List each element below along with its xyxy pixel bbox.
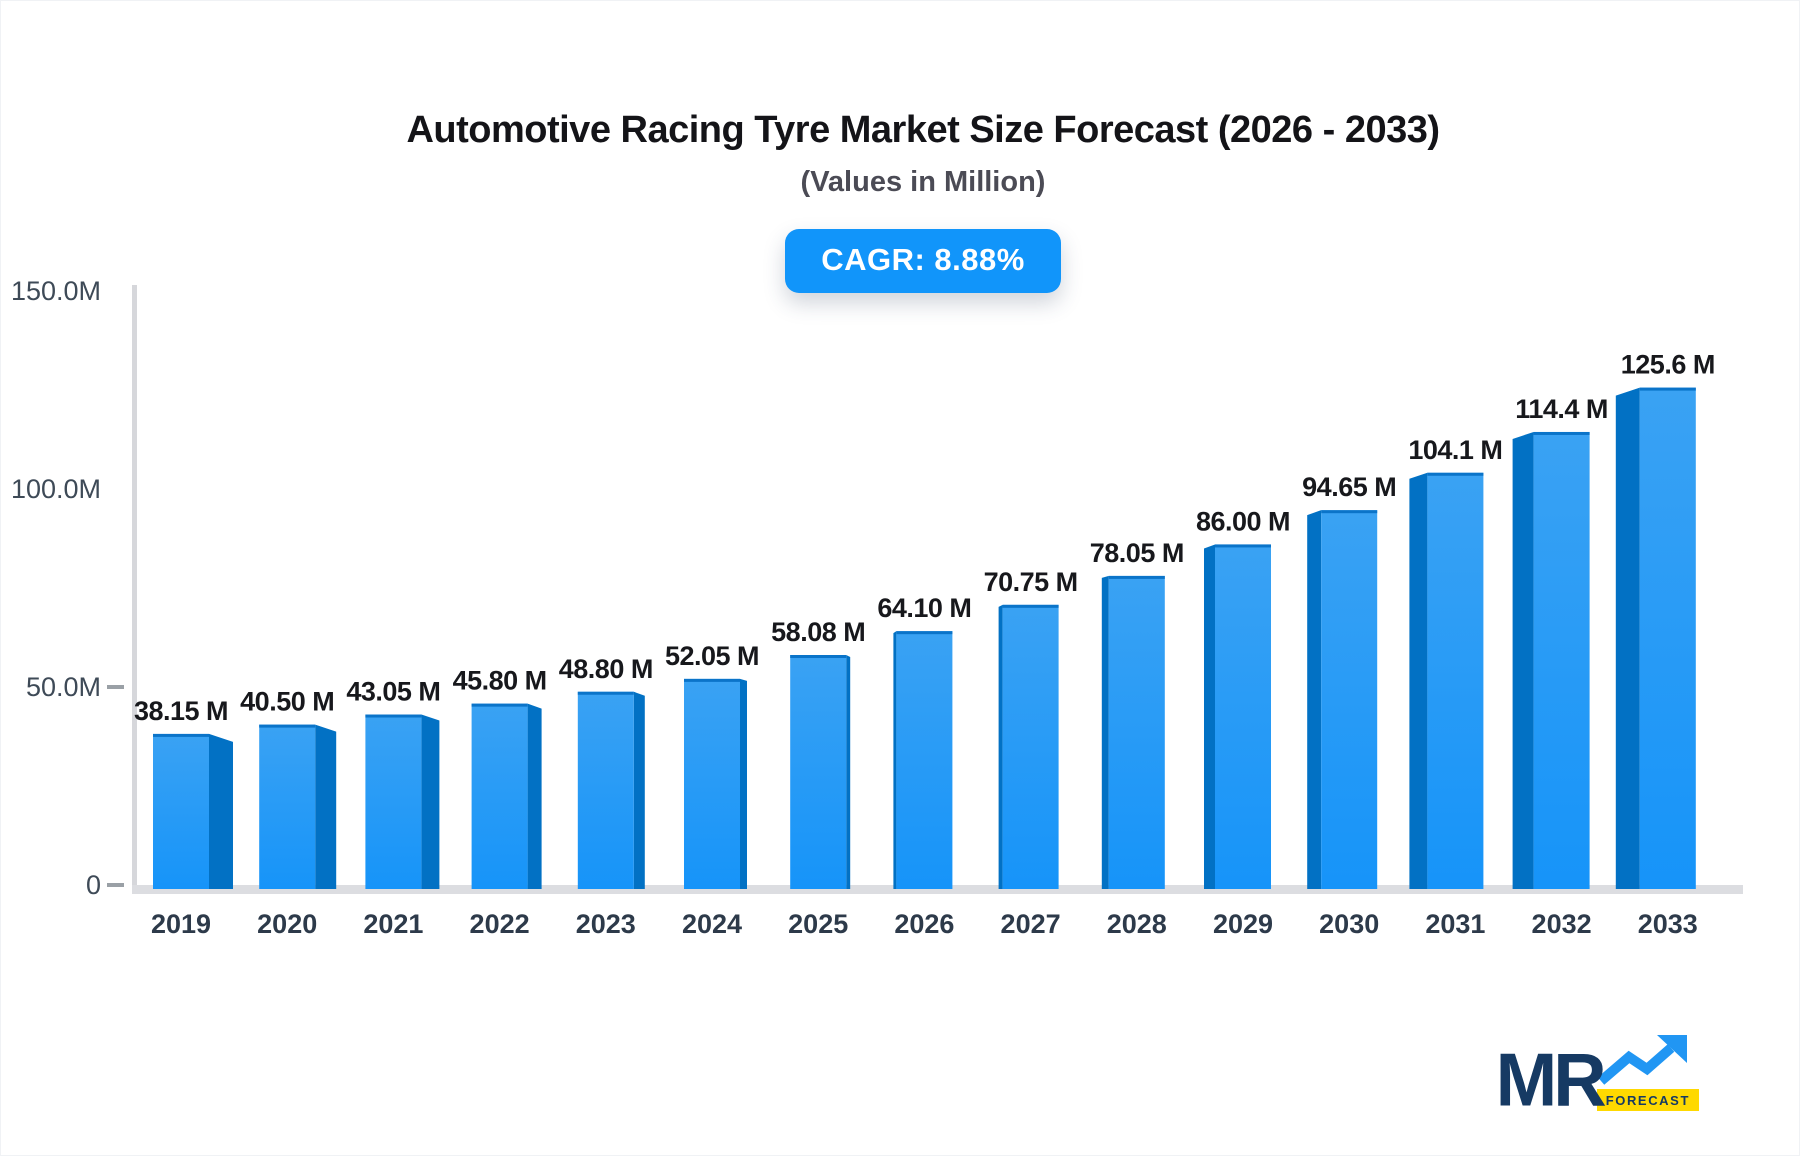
x-axis-floor — [132, 885, 1743, 894]
x-category-label: 2032 — [1532, 909, 1592, 939]
bar-value-label: 45.80 M — [453, 666, 547, 696]
trend-up-arrow-icon — [1597, 1035, 1687, 1085]
bar[interactable] — [365, 714, 422, 889]
x-category-label: 2021 — [363, 909, 423, 939]
bar[interactable] — [1427, 472, 1484, 889]
bar-value-label: 104.1 M — [1408, 435, 1502, 465]
x-category-label: 2033 — [1638, 909, 1698, 939]
y-tick-mark — [107, 685, 124, 689]
bar[interactable] — [684, 678, 740, 889]
bar-side-face — [998, 604, 1003, 889]
logo-forecast-text: FORECAST — [1596, 1089, 1699, 1111]
bar-top-edge — [1639, 387, 1696, 391]
bar-side-face — [1204, 544, 1215, 889]
bar-side-face — [893, 631, 897, 889]
bar[interactable] — [1639, 387, 1696, 889]
cagr-badge: CAGR: 8.88% — [785, 229, 1061, 293]
bar-top-edge — [790, 655, 847, 659]
x-category-label: 2022 — [470, 909, 530, 939]
bar-side-face — [846, 655, 851, 889]
x-category-label: 2019 — [151, 909, 211, 939]
bar[interactable] — [1002, 604, 1059, 889]
y-tick-label: 0 — [86, 870, 101, 900]
bar-top-edge — [896, 631, 953, 635]
x-category-label: 2024 — [682, 909, 742, 939]
bar-chart-canvas: 150.0M 100.0M 50.0M 0 38.15 M 2019 40.50 M 2020… — [11, 276, 1743, 939]
bar-value-label: 94.65 M — [1302, 472, 1396, 502]
x-category-label: 2026 — [894, 909, 954, 939]
bar-side-face — [740, 678, 747, 889]
bar[interactable] — [471, 703, 528, 889]
bar-side-face — [1512, 431, 1534, 889]
y-tick-label: 150.0M — [11, 276, 101, 306]
chart-title: Automotive Racing Tyre Market Size Forec… — [406, 109, 1440, 151]
bar-side-face — [1409, 472, 1428, 889]
x-category-label: 2030 — [1319, 909, 1379, 939]
y-tick-label: 50.0M — [26, 672, 101, 702]
bar-value-label: 114.4 M — [1515, 394, 1608, 424]
bar[interactable] — [1321, 510, 1378, 889]
bar-side-face — [1307, 510, 1322, 889]
bar-value-label: 48.80 M — [559, 654, 653, 684]
bar-value-label: 40.50 M — [240, 687, 334, 717]
y-tick-label: 100.0M — [11, 474, 101, 504]
bar-side-face — [633, 691, 645, 889]
bar-top-edge — [471, 703, 528, 707]
bar-top-edge — [577, 691, 634, 695]
bar[interactable] — [1533, 431, 1590, 889]
bar-value-label: 58.08 M — [771, 617, 865, 647]
chart-header: Automotive Racing Tyre Market Size Forec… — [47, 1, 1799, 293]
bar-side-face — [209, 733, 233, 889]
bar-top-edge — [684, 678, 740, 682]
chart-subtitle: (Values in Million) — [800, 166, 1046, 198]
bar-top-edge — [259, 724, 316, 728]
bar-value-label: 125.6 M — [1621, 350, 1715, 380]
bar-value-label: 86.00 M — [1196, 506, 1290, 536]
x-category-label: 2023 — [576, 909, 636, 939]
bar-side-face — [1101, 575, 1109, 889]
bar[interactable] — [1215, 544, 1271, 889]
bar-value-label: 78.05 M — [1090, 538, 1184, 568]
x-category-label: 2029 — [1213, 909, 1273, 939]
bar[interactable] — [259, 724, 316, 889]
mr-forecast-logo: MR FORECAST — [1495, 1035, 1699, 1123]
logo-mr-text: MR — [1495, 1037, 1607, 1123]
bar-value-label: 43.05 M — [346, 677, 440, 707]
bar-side-face — [421, 714, 440, 889]
bar-top-edge — [1427, 472, 1484, 476]
bar-value-label: 52.05 M — [665, 641, 759, 671]
y-axis-line — [132, 285, 137, 894]
x-category-label: 2031 — [1425, 909, 1485, 939]
y-tick-mark — [107, 883, 124, 887]
bar-top-edge — [1215, 544, 1271, 548]
bar-side-face — [527, 703, 542, 889]
bar[interactable] — [1108, 575, 1165, 889]
bar-top-edge — [1108, 575, 1165, 579]
bar[interactable] — [790, 655, 847, 889]
bar-top-edge — [1533, 431, 1590, 435]
x-category-label: 2020 — [257, 909, 317, 939]
bar-value-label: 70.75 M — [984, 567, 1078, 597]
bar[interactable] — [153, 733, 209, 889]
bar-top-edge — [365, 714, 422, 718]
bar[interactable] — [577, 691, 634, 889]
bar[interactable] — [896, 631, 953, 889]
bar-value-label: 64.10 M — [877, 593, 971, 623]
x-category-label: 2025 — [788, 909, 848, 939]
x-category-label: 2028 — [1107, 909, 1167, 939]
bar-side-face — [315, 724, 337, 889]
bar-value-label: 38.15 M — [134, 696, 228, 726]
bar-top-edge — [1002, 604, 1059, 608]
bar-side-face — [1615, 387, 1640, 889]
x-category-label: 2027 — [1001, 909, 1061, 939]
bar-top-edge — [153, 733, 209, 737]
bar-top-edge — [1321, 510, 1378, 514]
